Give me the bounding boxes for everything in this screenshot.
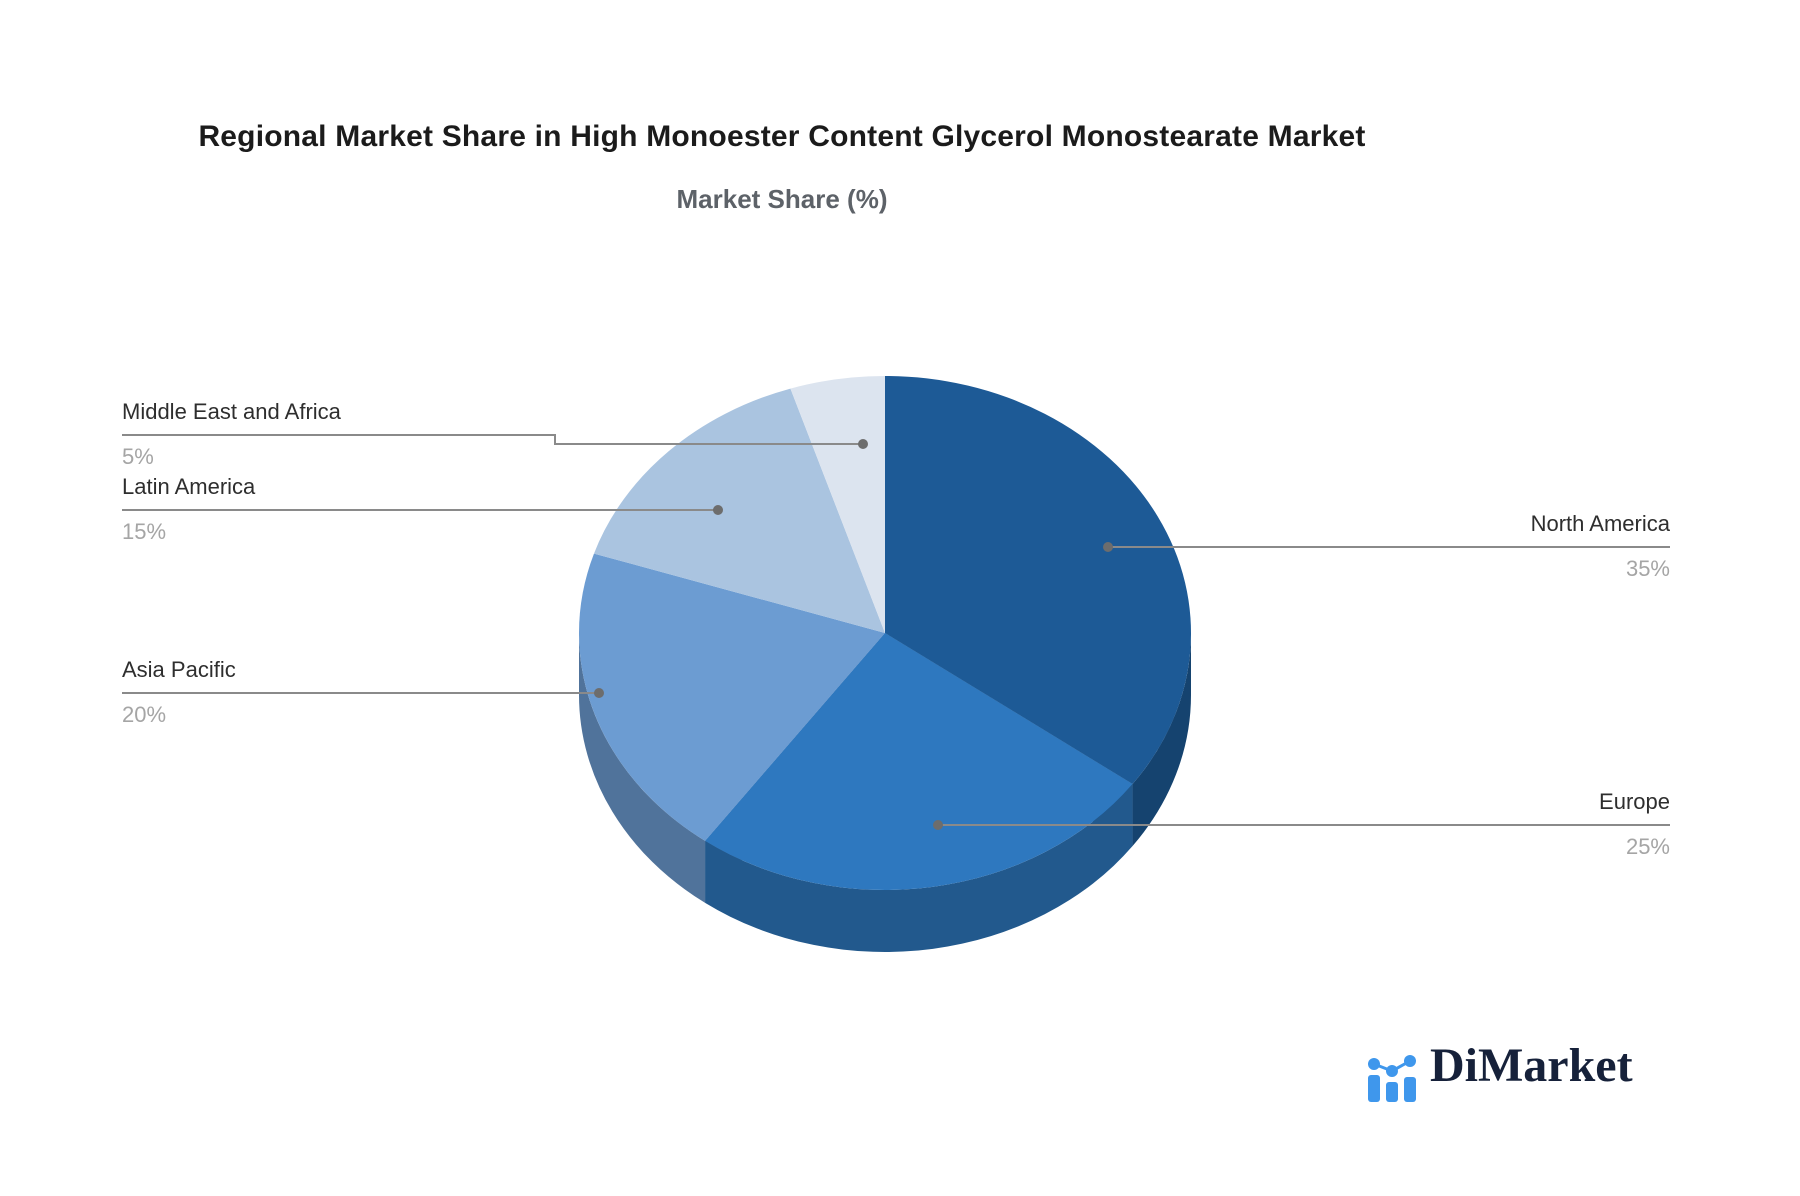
pie-slice-side-europe — [705, 784, 1133, 953]
pie-slice-side-asia-pacific — [579, 633, 706, 903]
chart-title: Regional Market Share in High Monoester … — [198, 120, 1366, 153]
pie-slice-north-america[interactable] — [885, 376, 1191, 785]
slice-percent-middle-east-and-africa: 5% — [122, 444, 154, 469]
leader-line-middle-east-and-africa — [122, 434, 863, 445]
slice-percent-asia-pacific: 20% — [122, 702, 167, 727]
slice-percent-europe: 25% — [1625, 834, 1670, 859]
leader-dot-asia-pacific — [594, 688, 604, 698]
brand-logo: DiMarket — [1360, 1036, 1680, 1106]
pie-slice-latin-america[interactable] — [593, 388, 885, 633]
pie-slice-side-north-america — [1132, 633, 1191, 847]
leader-dot-europe — [933, 820, 943, 830]
leader-dot-north-america — [1103, 542, 1113, 552]
slice-percent-north-america: 35% — [1625, 556, 1670, 581]
brand-name: DiMarket — [1430, 1039, 1633, 1092]
leader-dot-middle-east-and-africa — [858, 439, 868, 449]
slice-label-latin-america: Latin America — [122, 474, 256, 499]
slice-label-middle-east-and-africa: Middle East and Africa — [122, 399, 341, 424]
leader-dot-latin-america — [713, 505, 723, 515]
slice-percent-latin-america: 15% — [122, 519, 167, 544]
slice-label-europe: Europe — [1599, 789, 1670, 814]
chart-subtitle: Market Share (%) — [676, 184, 888, 214]
slice-label-north-america: North America — [1530, 511, 1670, 536]
slice-label-asia-pacific: Asia Pacific — [122, 657, 236, 682]
pie-slice-asia-pacific[interactable] — [578, 553, 885, 841]
bar-chart-icon — [1368, 1055, 1416, 1102]
